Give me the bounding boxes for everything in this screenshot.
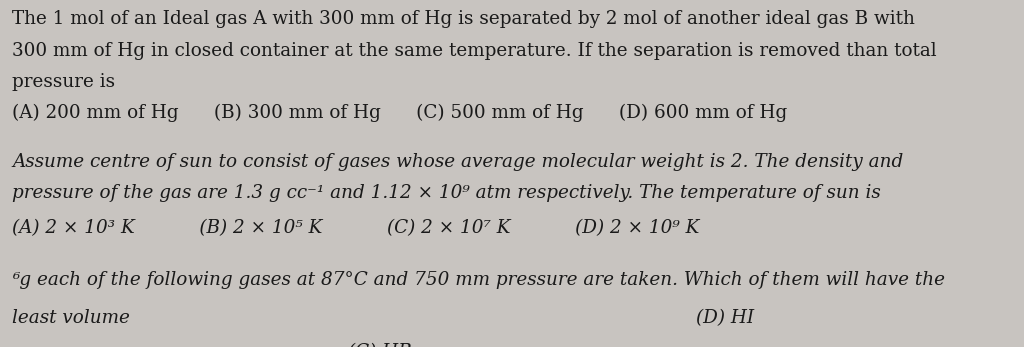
Text: (C) HBr: (C) HBr	[348, 344, 421, 347]
Text: pressure of the gas are 1.3 g cc⁻¹ and 1.12 × 10⁹ atm respectively. The temperat: pressure of the gas are 1.3 g cc⁻¹ and 1…	[12, 184, 881, 202]
Text: (A) 2 × 10³ K           (B) 2 × 10⁵ K           (C) 2 × 10⁷ K           (D) 2 × : (A) 2 × 10³ K (B) 2 × 10⁵ K (C) 2 × 10⁷ …	[12, 219, 699, 237]
Text: (A) 200 mm of Hg      (B) 300 mm of Hg      (C) 500 mm of Hg      (D) 600 mm of : (A) 200 mm of Hg (B) 300 mm of Hg (C) 50…	[12, 104, 787, 122]
Text: The 1 mol of an Ideal gas A with 300 mm of Hg is separated by 2 mol of another i: The 1 mol of an Ideal gas A with 300 mm …	[12, 10, 915, 28]
Text: Assume centre of sun to consist of gases whose average molecular weight is 2. Th: Assume centre of sun to consist of gases…	[12, 153, 903, 171]
Text: least volume: least volume	[12, 309, 130, 327]
Text: 300 mm of Hg in closed container at the same temperature. If the separation is r: 300 mm of Hg in closed container at the …	[12, 42, 937, 60]
Text: (D) HI: (D) HI	[696, 309, 755, 327]
Text: ⁶g each of the following gases at 87°C and 750 mm pressure are taken. Which of t: ⁶g each of the following gases at 87°C a…	[12, 271, 945, 289]
Text: pressure is: pressure is	[12, 73, 116, 91]
